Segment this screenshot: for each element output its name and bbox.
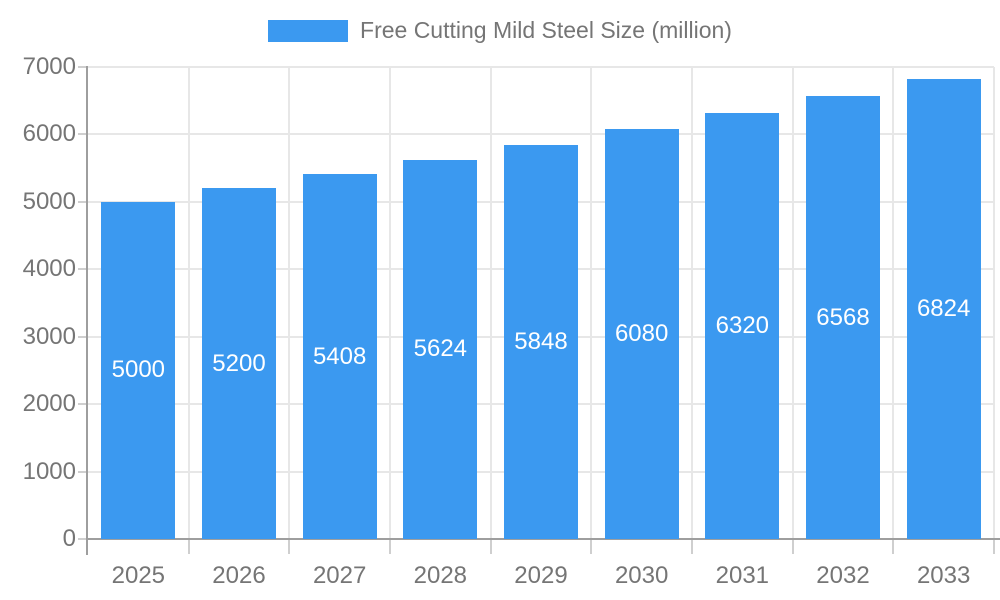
x-axis-tick-label: 2027 <box>312 562 367 589</box>
gridline-v <box>791 67 794 539</box>
y-axis-tick-label: 7000 <box>22 53 76 80</box>
y-axis-tick-label: 4000 <box>22 255 76 283</box>
x-axis-tick <box>389 539 391 554</box>
gridline-v <box>288 67 291 539</box>
legend-swatch <box>268 19 349 42</box>
bar-value-label: 5408 <box>312 342 367 370</box>
bar-value-label: 5200 <box>212 349 266 377</box>
bar-value-label: 5000 <box>111 356 166 384</box>
y-axis-tick <box>78 66 88 68</box>
bar[interactable] <box>504 144 578 539</box>
y-axis-tick <box>78 335 88 338</box>
y-axis-line <box>86 66 88 555</box>
gridline-h <box>88 66 994 68</box>
bar[interactable] <box>906 78 981 539</box>
bar[interactable] <box>403 159 478 539</box>
y-axis-tick <box>78 268 88 271</box>
x-axis-tick <box>187 539 190 554</box>
x-axis-tick <box>791 539 794 554</box>
gridline-v <box>993 67 995 539</box>
x-axis-tick-label: 2032 <box>816 562 870 589</box>
y-axis-tick-label: 6000 <box>22 120 76 148</box>
y-axis-tick <box>78 538 88 540</box>
x-axis-tick-label: 2033 <box>916 562 971 589</box>
bar-value-label: 6080 <box>614 320 669 348</box>
y-axis-tick <box>78 200 88 203</box>
y-axis-tick <box>78 470 88 473</box>
bar[interactable] <box>604 129 679 539</box>
legend[interactable]: Free Cutting Mild Steel Size (million) <box>0 17 1000 44</box>
y-axis-tick <box>78 133 88 136</box>
bar-value-label: 6824 <box>916 294 971 322</box>
y-axis-tick-label: 5000 <box>22 187 76 215</box>
x-axis-tick-label: 2028 <box>413 562 468 589</box>
x-axis-tick <box>489 539 492 554</box>
y-axis-tick <box>78 403 88 406</box>
x-axis-tick-label: 2026 <box>212 562 266 589</box>
x-axis-tick <box>691 539 693 554</box>
bar-value-label: 5848 <box>514 327 568 355</box>
gridline-v <box>389 67 391 539</box>
x-axis-tick-label: 2025 <box>111 562 166 589</box>
bar[interactable] <box>101 201 176 539</box>
bar-value-label: 5624 <box>413 335 468 363</box>
bar[interactable] <box>705 112 780 539</box>
x-axis-tick <box>288 539 291 554</box>
bar-value-label: 6320 <box>715 311 770 339</box>
gridline-h <box>88 133 994 136</box>
y-axis-tick-label: 0 <box>62 525 76 552</box>
x-axis-tick-label: 2029 <box>514 562 568 589</box>
y-axis-tick-label: 1000 <box>22 457 76 485</box>
y-axis-tick-label: 3000 <box>22 322 76 350</box>
bar[interactable] <box>202 188 276 539</box>
y-axis-tick-label: 2000 <box>22 390 76 418</box>
x-axis-tick-label: 2031 <box>715 562 770 589</box>
x-axis-tick-label: 2030 <box>614 562 669 589</box>
x-axis-tick <box>892 539 895 554</box>
legend-label: Free Cutting Mild Steel Size (million) <box>360 17 732 43</box>
bar-value-label: 6568 <box>816 303 870 331</box>
x-axis-tick <box>993 539 995 554</box>
gridline-v <box>691 67 693 539</box>
x-axis-tick <box>590 539 593 554</box>
x-axis-line <box>86 538 1000 540</box>
bar[interactable] <box>806 96 880 539</box>
bar[interactable] <box>302 174 377 539</box>
gridline-v <box>590 67 593 539</box>
gridline-v <box>489 67 492 539</box>
gridline-v <box>187 67 190 539</box>
gridline-v <box>892 67 895 539</box>
